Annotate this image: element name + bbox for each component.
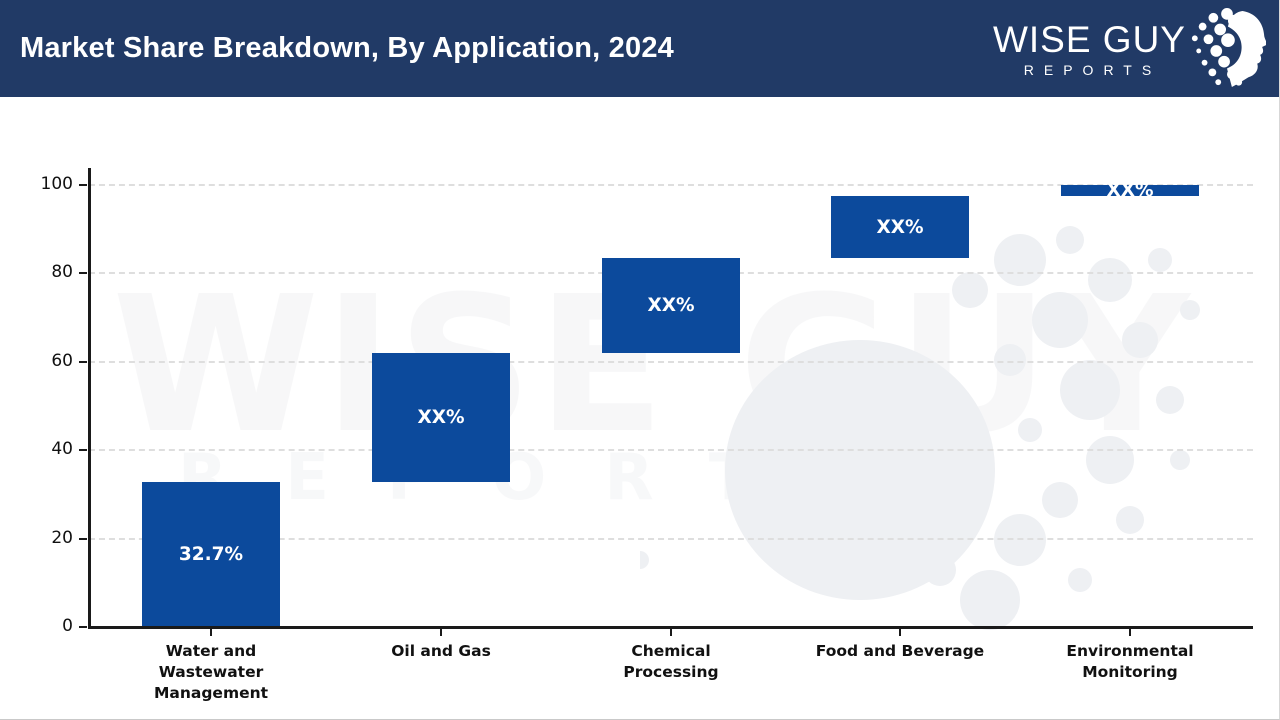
y-tick-label: 20 — [51, 527, 73, 548]
chart-area: 32.7% XX% XX% XX% XX% 0 20 40 60 80 100 Water and Wa… — [0, 97, 1279, 719]
x-category-label-line: Water and — [165, 642, 257, 660]
bar-value-label: XX% — [417, 406, 465, 428]
x-axis-line — [88, 626, 1253, 629]
x-category-label-line: Environmental — [1066, 642, 1194, 660]
gridline — [89, 449, 1253, 452]
x-category-label: Water and Wastewater Management — [96, 641, 326, 704]
x-tick — [670, 629, 672, 636]
dotted-face-icon — [1191, 7, 1266, 87]
bar-value-label: XX% — [647, 294, 695, 316]
y-tick — [79, 360, 87, 363]
header-bar: Market Share Breakdown, By Application, … — [0, 0, 1279, 97]
bar: XX% — [1061, 180, 1199, 201]
x-category-label-line: Processing — [623, 663, 719, 681]
y-tick-label: 100 — [40, 174, 73, 194]
x-category-label: Environmental Monitoring — [1015, 641, 1245, 683]
bar: XX% — [372, 352, 510, 483]
bar-value-label: 32.7% — [178, 544, 244, 566]
x-category-label-line: Food and Beverage — [815, 642, 985, 660]
brand-name: WISE GUY — [992, 18, 1186, 60]
y-tick-label: 0 — [62, 616, 73, 636]
y-tick — [79, 449, 87, 452]
x-category-label-line: Monitoring — [1082, 663, 1178, 681]
x-category-label: Chemical Processing — [556, 641, 786, 683]
page-title: Market Share Breakdown, By Application, … — [20, 32, 674, 64]
y-tick-label: 60 — [51, 350, 73, 371]
bar: XX% — [602, 258, 740, 353]
bar-value-label: XX% — [1106, 180, 1154, 202]
x-category-label: Food and Beverage — [785, 641, 1015, 662]
y-tick-label: 40 — [51, 439, 73, 460]
y-tick — [79, 184, 87, 186]
x-category-label-line: Oil and Gas — [391, 642, 491, 660]
y-tick-label: 80 — [51, 262, 73, 283]
y-tick — [79, 626, 87, 628]
bar: 32.7% — [142, 482, 280, 627]
brand-subtitle: REPORTS — [1023, 61, 1162, 78]
x-tick — [1129, 629, 1131, 636]
y-tick — [79, 537, 87, 540]
gridline — [89, 184, 1253, 186]
x-tick — [210, 629, 212, 636]
brand-logo-text: WISE GUY REPORTS — [993, 21, 1186, 77]
x-tick — [899, 629, 901, 636]
gridline — [89, 537, 1253, 540]
x-category-label-line: Management — [153, 684, 269, 702]
brand-logo: WISE GUY REPORTS — [993, 7, 1279, 91]
bar: XX% — [831, 196, 969, 259]
bar-value-label: XX% — [876, 216, 924, 238]
x-category-label-line: Chemical — [631, 642, 711, 660]
y-axis-line — [88, 168, 91, 629]
gridline — [89, 360, 1253, 363]
y-tick — [79, 272, 87, 275]
x-tick — [440, 629, 442, 636]
x-category-label: Oil and Gas — [326, 641, 556, 662]
x-category-label-line: Wastewater — [158, 663, 264, 681]
